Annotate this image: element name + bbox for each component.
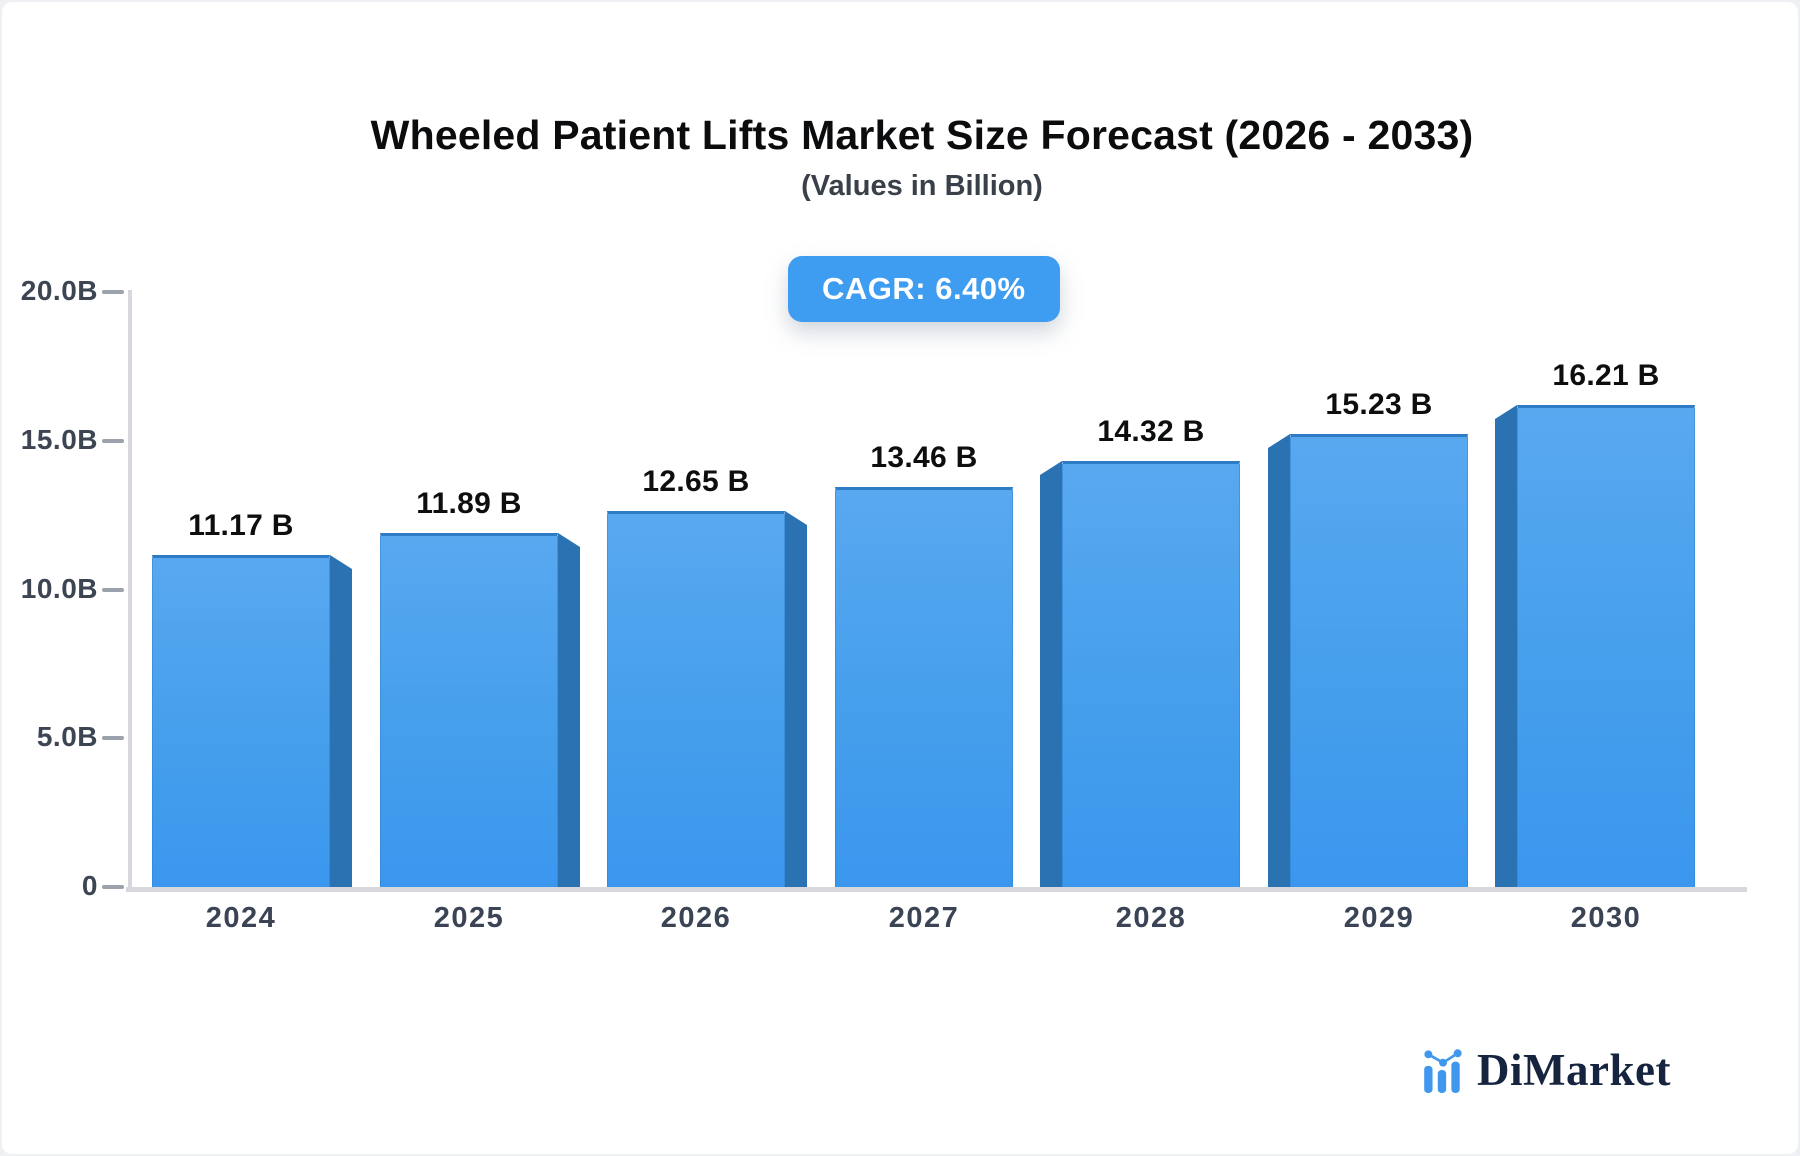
bar-chart-logo-icon — [1424, 1049, 1462, 1093]
x-axis-label: 2024 — [205, 902, 277, 934]
dimarket-logo: DiMarket — [1423, 1044, 1671, 1096]
y-axis-tick-mark — [102, 587, 124, 592]
y-axis-tick-label: 0 — [81, 870, 98, 901]
logo-text: DiMarket — [1477, 1045, 1671, 1095]
y-axis-tick-label: 5.0B — [36, 721, 98, 753]
y-axis-tick-mark — [102, 438, 124, 443]
y-axis-tick-label: 15.0B — [20, 423, 98, 455]
chart-subtitle: (Values in Billion) — [801, 170, 1043, 202]
bar-value-label: 14.32 B — [1097, 415, 1205, 448]
y-axis-line — [128, 290, 132, 889]
cagr-badge: CAGR: 6.40% — [788, 256, 1060, 322]
bar-value-label: 11.89 B — [416, 487, 522, 520]
bar — [607, 511, 785, 887]
x-axis-label: 2027 — [888, 902, 960, 934]
bar-value-label: 13.46 B — [870, 441, 978, 474]
x-axis-label: 2029 — [1343, 902, 1415, 934]
bar — [380, 533, 558, 887]
bar — [835, 487, 1013, 887]
bar-value-label: 11.17 B — [188, 509, 294, 542]
bar-side-face — [1495, 405, 1517, 887]
chart-title: Wheeled Patient Lifts Market Size Foreca… — [370, 112, 1474, 158]
bar — [1290, 434, 1468, 887]
bar-side-face — [330, 555, 352, 887]
bar — [1517, 405, 1695, 887]
bar-value-label: 15.23 B — [1325, 388, 1433, 421]
bar-side-face — [558, 533, 580, 887]
y-axis-tick-mark — [102, 290, 124, 294]
y-axis-tick-label: 20.0B — [20, 275, 98, 306]
y-axis-tick-mark — [102, 736, 124, 741]
bar — [152, 555, 330, 887]
bar-side-face — [785, 511, 807, 887]
bar — [1062, 461, 1240, 887]
bar-value-label: 16.21 B — [1552, 359, 1660, 392]
bar-side-face — [1040, 461, 1062, 887]
bar-side-face — [1268, 434, 1290, 887]
bar-value-label: 12.65 B — [642, 465, 750, 498]
x-axis-label: 2028 — [1115, 902, 1187, 934]
x-axis-label: 2025 — [433, 902, 505, 934]
x-axis-label: 2030 — [1570, 902, 1642, 934]
x-axis-line — [126, 887, 1747, 892]
y-axis-tick-label: 10.0B — [20, 572, 98, 604]
y-axis-tick-mark — [102, 885, 124, 889]
x-axis-label: 2026 — [660, 902, 732, 934]
